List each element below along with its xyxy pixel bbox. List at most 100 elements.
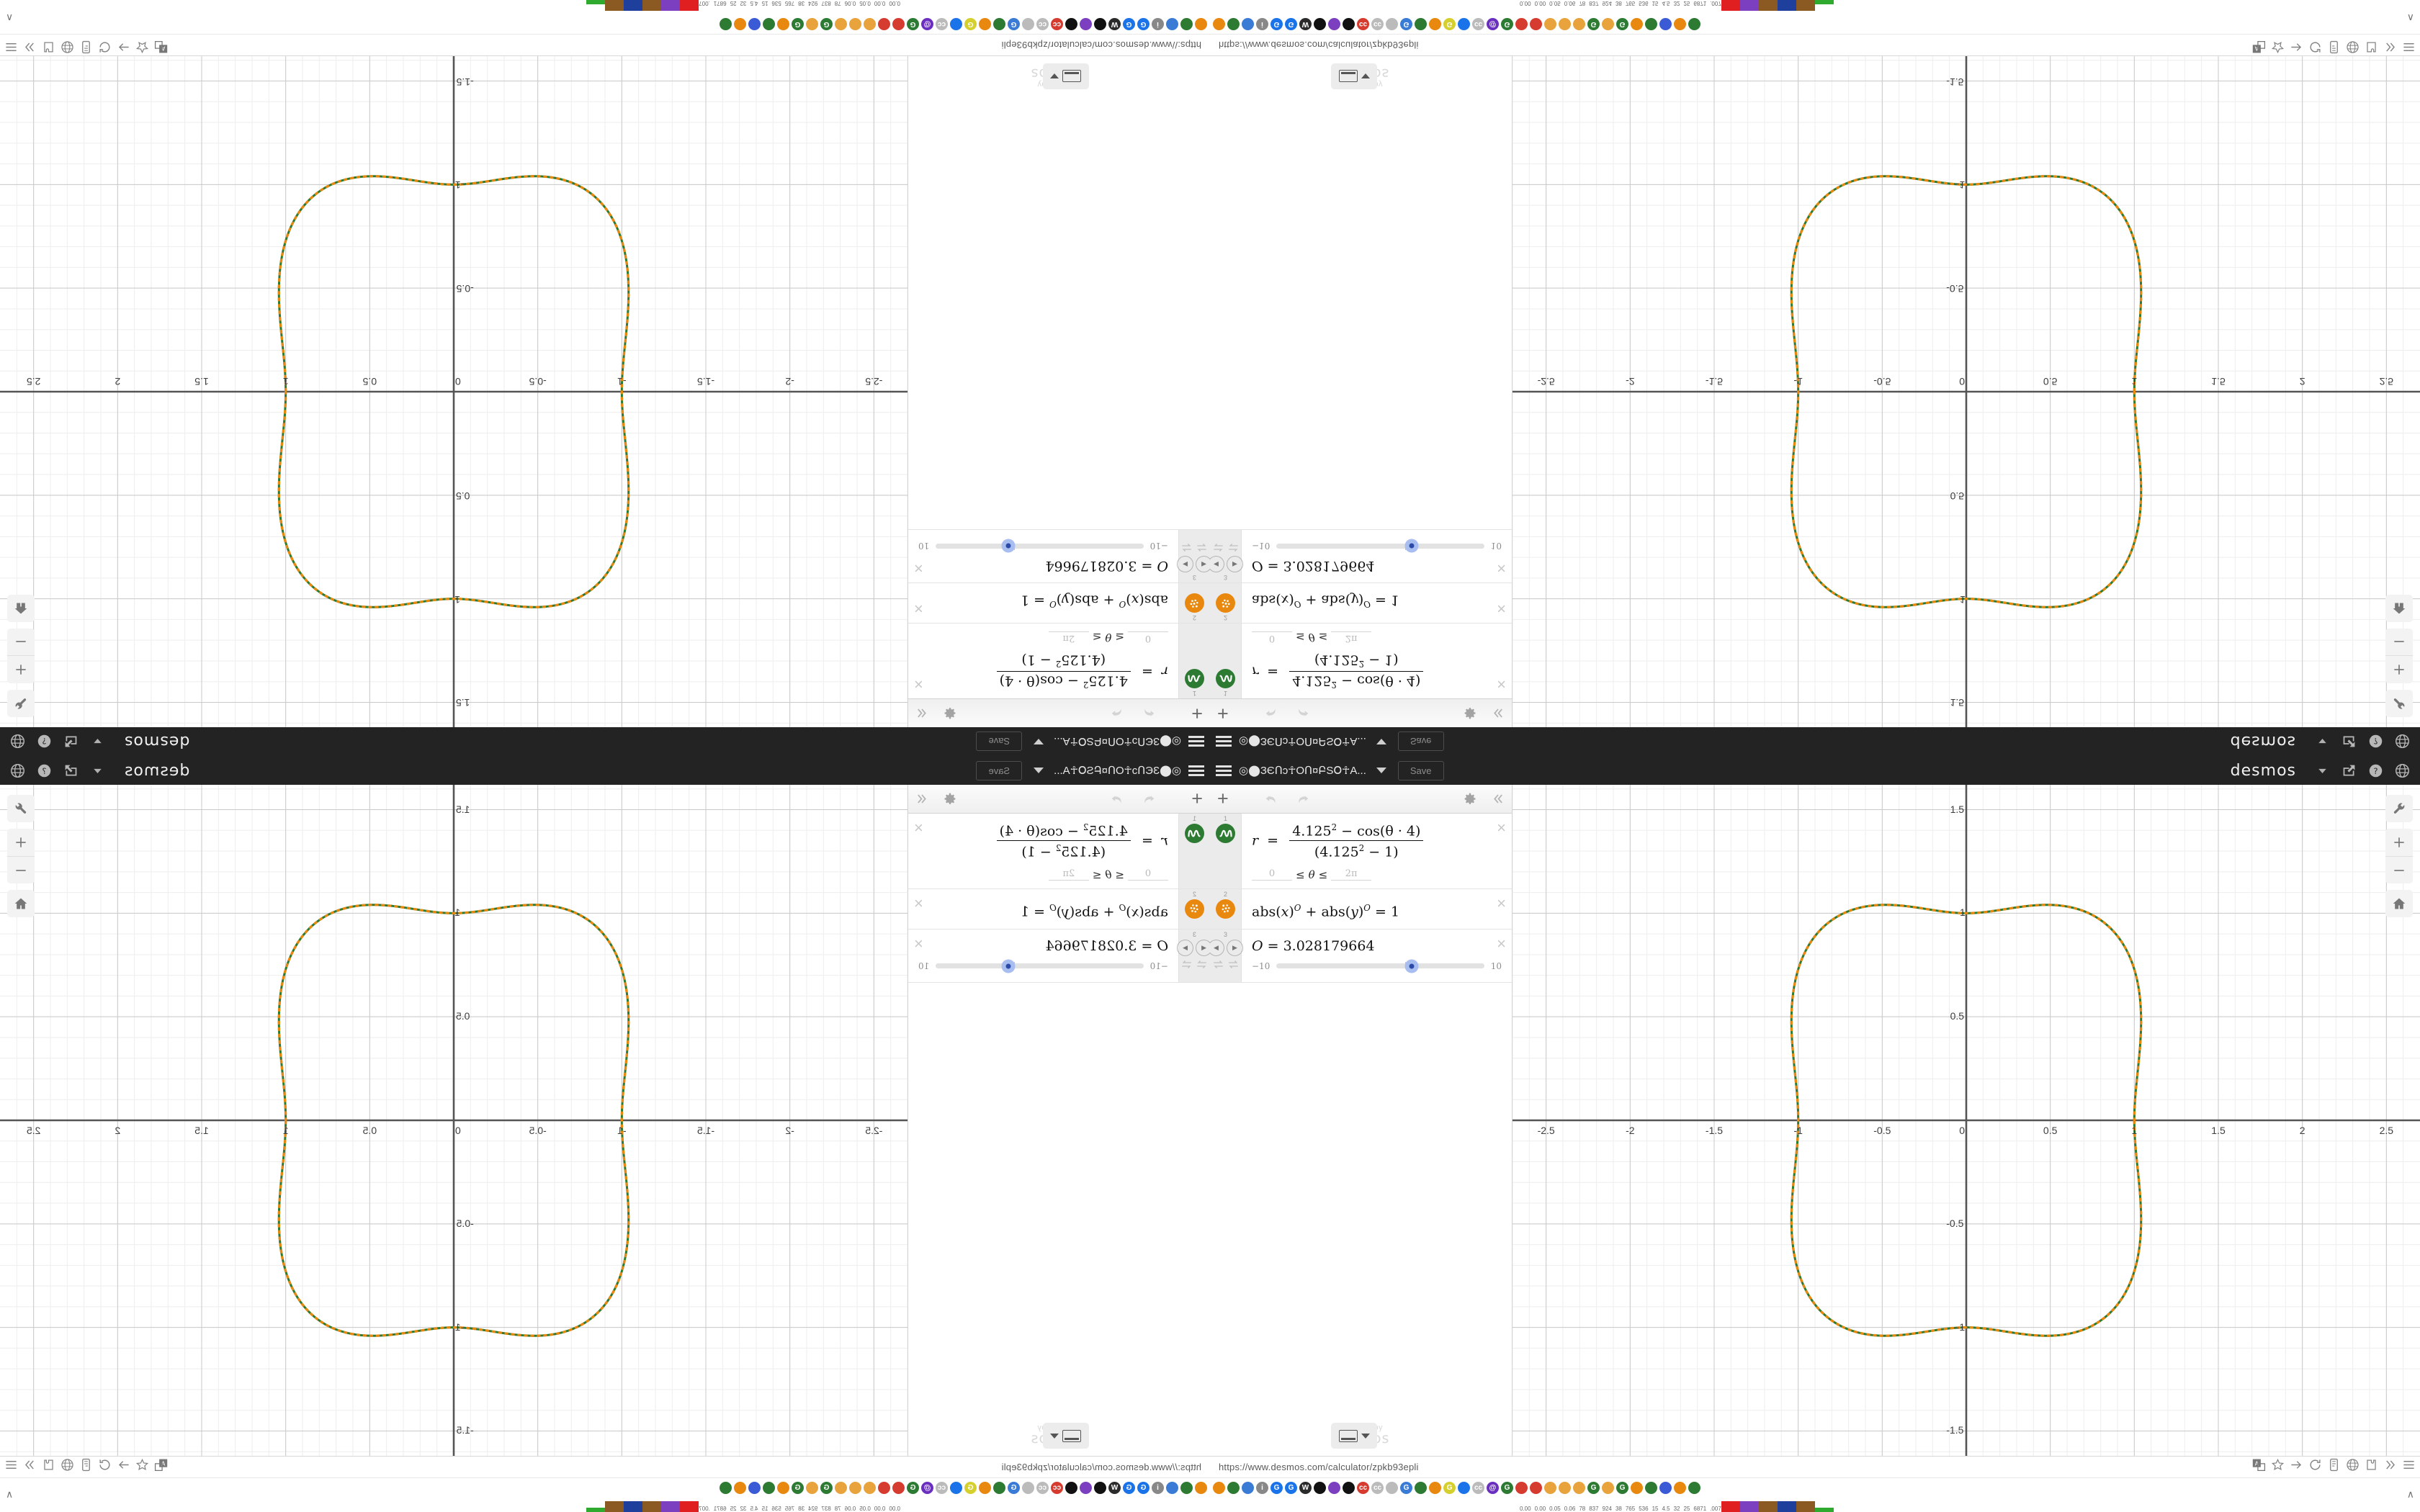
chevron-double-right-icon[interactable] <box>2383 40 2397 54</box>
globe-icon[interactable] <box>10 763 25 778</box>
bookmark-favicon[interactable] <box>878 1481 890 1494</box>
translate-icon[interactable]: A <box>154 40 168 54</box>
bookmark-favicon[interactable] <box>1415 18 1427 31</box>
bookmark-favicon[interactable] <box>950 18 962 31</box>
delete-expression-button[interactable]: × <box>914 600 923 618</box>
bookmark-favicon[interactable] <box>849 1481 861 1494</box>
bookmark-favicon[interactable]: G <box>1008 1481 1020 1494</box>
bookmark-favicon[interactable] <box>806 1481 818 1494</box>
bookmark-favicon[interactable]: i <box>1256 18 1268 31</box>
bookmark-favicon[interactable] <box>1544 18 1556 31</box>
delete-expression-button[interactable]: × <box>914 819 923 837</box>
taskbar-chip-green[interactable] <box>586 0 606 4</box>
slider-track[interactable] <box>1276 539 1484 553</box>
delete-expression-button[interactable]: × <box>1497 894 1506 912</box>
bookmark-favicon[interactable]: cc <box>1357 18 1369 31</box>
graph-title[interactable]: ◎⬤ЗЄՈɔ☥ΟՈ¤ԲЅՕ☥А... <box>1054 765 1181 777</box>
taskbar-chip-brown[interactable] <box>1758 0 1778 11</box>
bookmark-favicon[interactable] <box>1213 18 1225 31</box>
graph-title[interactable]: ◎⬤ЗЄՈɔ☥ΟՈ¤ԲЅՕ☥А... <box>1239 765 1366 777</box>
forward-icon[interactable] <box>2290 40 2303 54</box>
forward-icon[interactable] <box>117 40 130 54</box>
taskbar-chip-purple[interactable] <box>661 0 681 11</box>
taskbar-chip-brown-2[interactable] <box>605 1501 624 1512</box>
slider-max-label[interactable]: 10 <box>1490 541 1502 552</box>
bookmark-favicon[interactable]: G <box>792 1481 804 1494</box>
globe-icon[interactable] <box>60 40 74 54</box>
chevron-double-right-icon[interactable] <box>23 40 37 54</box>
taskbar-chip-brown-2[interactable] <box>605 0 624 11</box>
bookmark-favicon[interactable] <box>1386 1481 1398 1494</box>
browser-urlbar[interactable]: https://www.desmos.com/calculator/zpkb93… <box>1210 1457 2420 1478</box>
domain-max-field[interactable]: 2π <box>1331 631 1372 644</box>
color-swatch-green[interactable] <box>1216 824 1235 843</box>
gear-icon[interactable] <box>1463 706 1478 721</box>
bookmark-favicon[interactable] <box>1328 18 1340 31</box>
bookmark-favicon[interactable]: cc <box>1472 18 1484 31</box>
slider-min-label[interactable]: −10 <box>1252 960 1270 971</box>
caret-up-icon[interactable]: ∧ <box>6 1488 14 1500</box>
slider-control[interactable]: −10 10 <box>1252 539 1502 553</box>
bookmark-favicon[interactable] <box>1458 1481 1470 1494</box>
bookmark-favicon[interactable] <box>748 18 761 31</box>
delete-expression-button[interactable]: × <box>914 559 923 578</box>
add-expression-button[interactable]: + <box>1217 788 1229 809</box>
collapse-panel-icon[interactable] <box>915 706 931 721</box>
bookmark-favicon[interactable] <box>993 18 1005 31</box>
undo-icon[interactable] <box>1263 706 1279 721</box>
bookmark-favicon[interactable] <box>1065 1481 1077 1494</box>
zoom-out-icon[interactable] <box>7 629 35 656</box>
slider-min-label[interactable]: −10 <box>1150 541 1168 552</box>
expression-cell[interactable]: × abs(x)O + abs(y)O = 1 <box>908 889 1178 929</box>
delete-expression-button[interactable]: × <box>914 675 923 693</box>
bookmark-favicon[interactable]: W <box>1108 1481 1121 1494</box>
bookmark-favicon[interactable]: G <box>964 1481 977 1494</box>
bookmark-favicon[interactable] <box>864 18 876 31</box>
delete-expression-button[interactable]: × <box>1497 559 1506 578</box>
menu-icon[interactable] <box>1216 736 1232 747</box>
forward-icon[interactable] <box>117 1458 130 1472</box>
bookmark-favicon[interactable] <box>1080 1481 1092 1494</box>
expression-cell[interactable]: × O = 3.028179664 −10 <box>1242 930 1512 982</box>
slider-control[interactable]: −10 10 <box>918 959 1168 973</box>
graph-title[interactable]: ◎⬤ЗЄՈɔ☥ΟՈ¤ԲЅՕ☥А... <box>1054 735 1181 747</box>
slider-control[interactable]: −10 10 <box>918 539 1168 553</box>
color-swatch-orange[interactable] <box>1216 899 1235 919</box>
bookmark-favicon[interactable] <box>993 1481 1005 1494</box>
undo-icon[interactable] <box>1263 791 1279 807</box>
reader-icon[interactable] <box>79 40 93 54</box>
bookmark-favicon[interactable] <box>1631 18 1643 31</box>
expression-row[interactable]: 3 ◀ ▶ × <box>908 929 1210 983</box>
domain-max-field[interactable]: 2π <box>1331 868 1372 881</box>
reader-icon[interactable] <box>2327 1458 2341 1472</box>
bookmark-favicon[interactable] <box>1602 1481 1614 1494</box>
bookmark-favicon[interactable]: G <box>820 18 833 31</box>
reload-icon[interactable] <box>2308 1458 2322 1472</box>
bookmark-favicon[interactable]: G <box>1587 1481 1600 1494</box>
home-icon[interactable] <box>2385 595 2413 622</box>
share-icon[interactable] <box>2341 763 2357 778</box>
domain-max-field[interactable]: 2π <box>1048 631 1089 644</box>
gear-icon[interactable] <box>942 706 957 721</box>
translate-icon[interactable]: A <box>2252 1458 2266 1472</box>
bookmark-favicon[interactable] <box>777 18 789 31</box>
slider-min-label[interactable]: −10 <box>1252 541 1270 552</box>
home-icon[interactable] <box>7 595 35 622</box>
taskbar-chip-brown[interactable] <box>1758 1501 1778 1512</box>
expression-cell[interactable]: × r = 4.1252 − cos(θ · 4) <box>1242 814 1512 888</box>
graph-canvas[interactable] <box>0 56 908 727</box>
expression-row[interactable]: 1 × r = <box>1210 623 1512 698</box>
taskbar-chip-red[interactable] <box>1721 1501 1740 1512</box>
chevron-down-icon[interactable] <box>1376 768 1386 773</box>
slider-track[interactable] <box>936 959 1144 973</box>
slider-min-label[interactable]: −10 <box>1150 960 1168 971</box>
expression-cell[interactable]: × O = 3.028179664 −10 <box>1242 530 1512 582</box>
collapse-panel-icon[interactable] <box>1489 706 1505 721</box>
bookmark-favicon[interactable]: @ <box>921 1481 933 1494</box>
bookmark-favicon[interactable] <box>1080 18 1092 31</box>
collapse-panel-icon[interactable] <box>1489 791 1505 806</box>
expression-cell[interactable]: × r = 4.1252 − cos(θ · 4) <box>908 624 1178 698</box>
redo-icon[interactable] <box>1295 791 1311 807</box>
